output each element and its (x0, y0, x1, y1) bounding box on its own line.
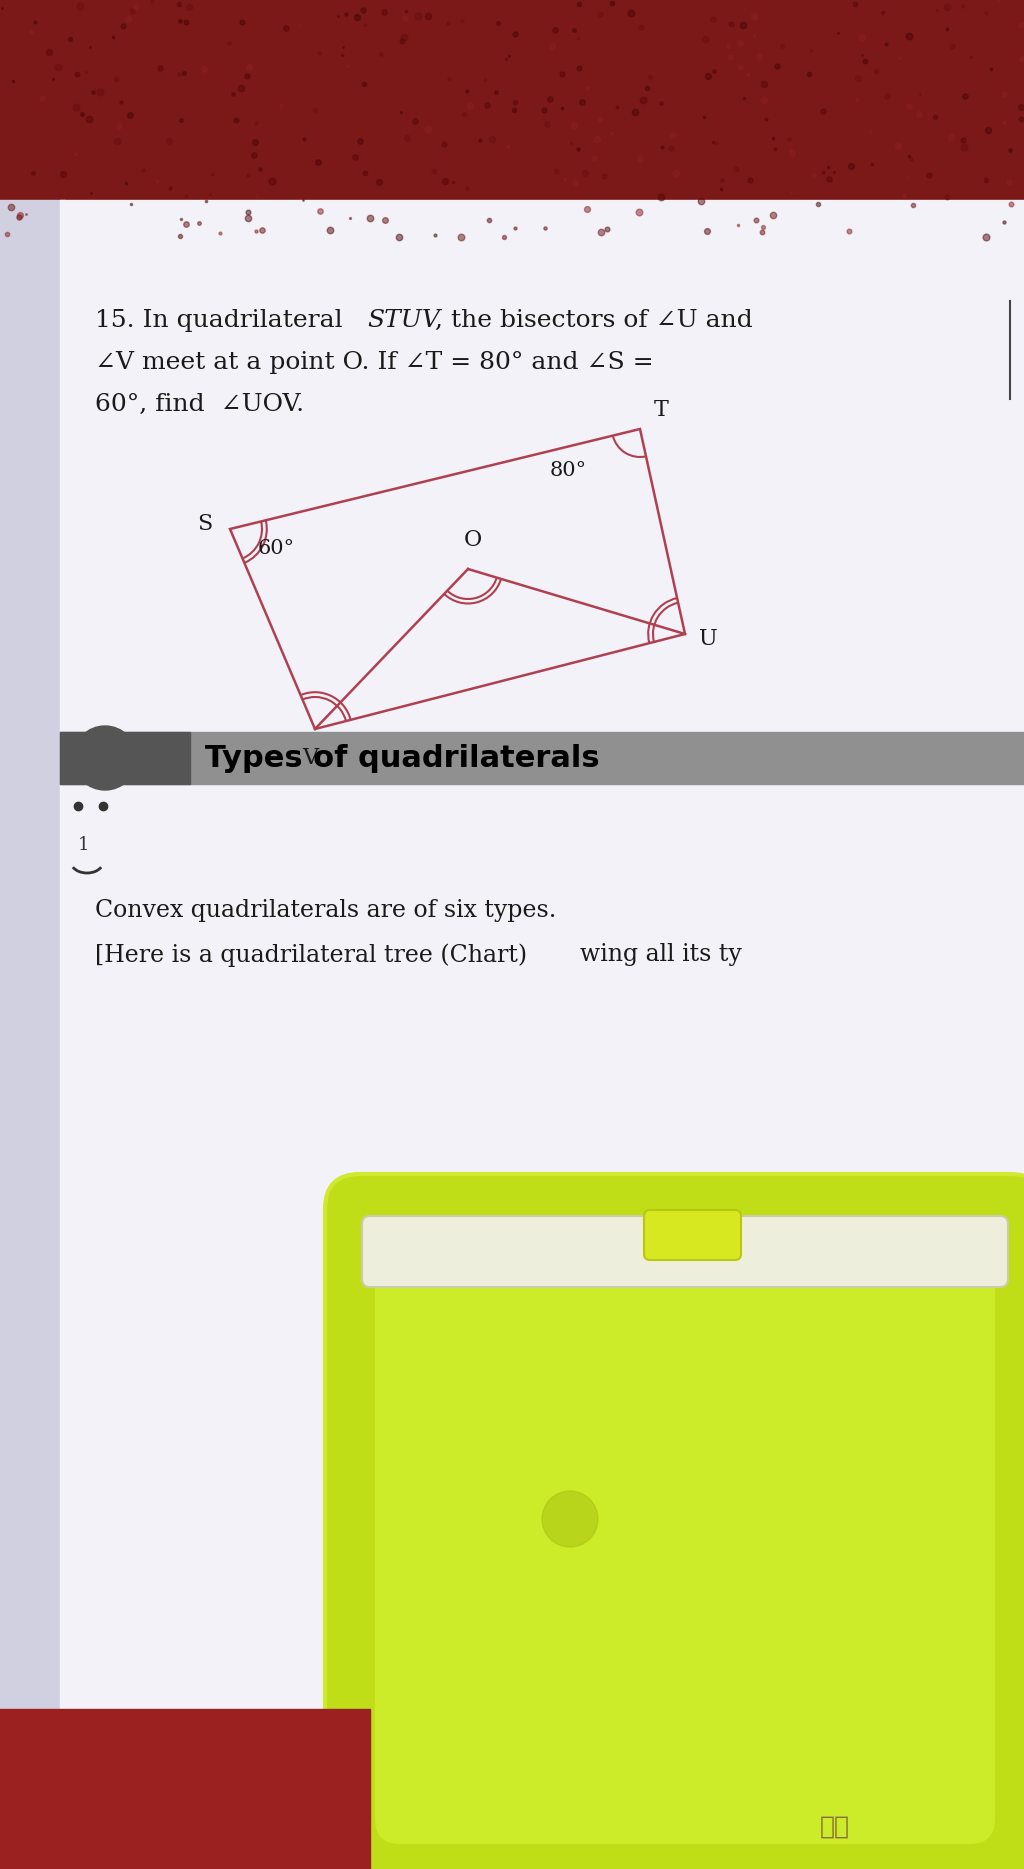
Text: O: O (464, 529, 482, 551)
Circle shape (542, 1491, 598, 1548)
Text: [Here is a quadrilateral tree (Chart): [Here is a quadrilateral tree (Chart) (95, 944, 527, 966)
Text: Convex quadrilaterals are of six types.: Convex quadrilaterals are of six types. (95, 899, 556, 921)
Circle shape (73, 725, 137, 791)
Text: 60°: 60° (258, 538, 295, 559)
Text: ∠V meet at a point O. If ∠T = 80° and ∠S =: ∠V meet at a point O. If ∠T = 80° and ∠S… (95, 351, 653, 374)
Text: 60°, find  ∠UOV.: 60°, find ∠UOV. (95, 392, 304, 417)
Text: S: S (197, 512, 212, 535)
Text: U: U (699, 628, 718, 650)
Text: 15. In quadrilateral: 15. In quadrilateral (95, 308, 350, 333)
Text: , the bisectors of ∠U and: , the bisectors of ∠U and (435, 308, 753, 333)
Text: 80°: 80° (550, 462, 587, 480)
FancyBboxPatch shape (375, 1234, 995, 1845)
FancyBboxPatch shape (362, 1217, 1008, 1288)
Text: STUV: STUV (367, 308, 440, 333)
Text: T: T (654, 398, 669, 421)
Text: Types of quadrilaterals: Types of quadrilaterals (205, 744, 600, 772)
FancyBboxPatch shape (325, 1174, 1024, 1869)
FancyBboxPatch shape (644, 1209, 741, 1260)
Text: V: V (302, 748, 318, 768)
Text: 🐾🐾: 🐾🐾 (820, 1815, 850, 1839)
Text: wing all its ty: wing all its ty (580, 944, 741, 966)
Text: 1: 1 (78, 835, 89, 854)
